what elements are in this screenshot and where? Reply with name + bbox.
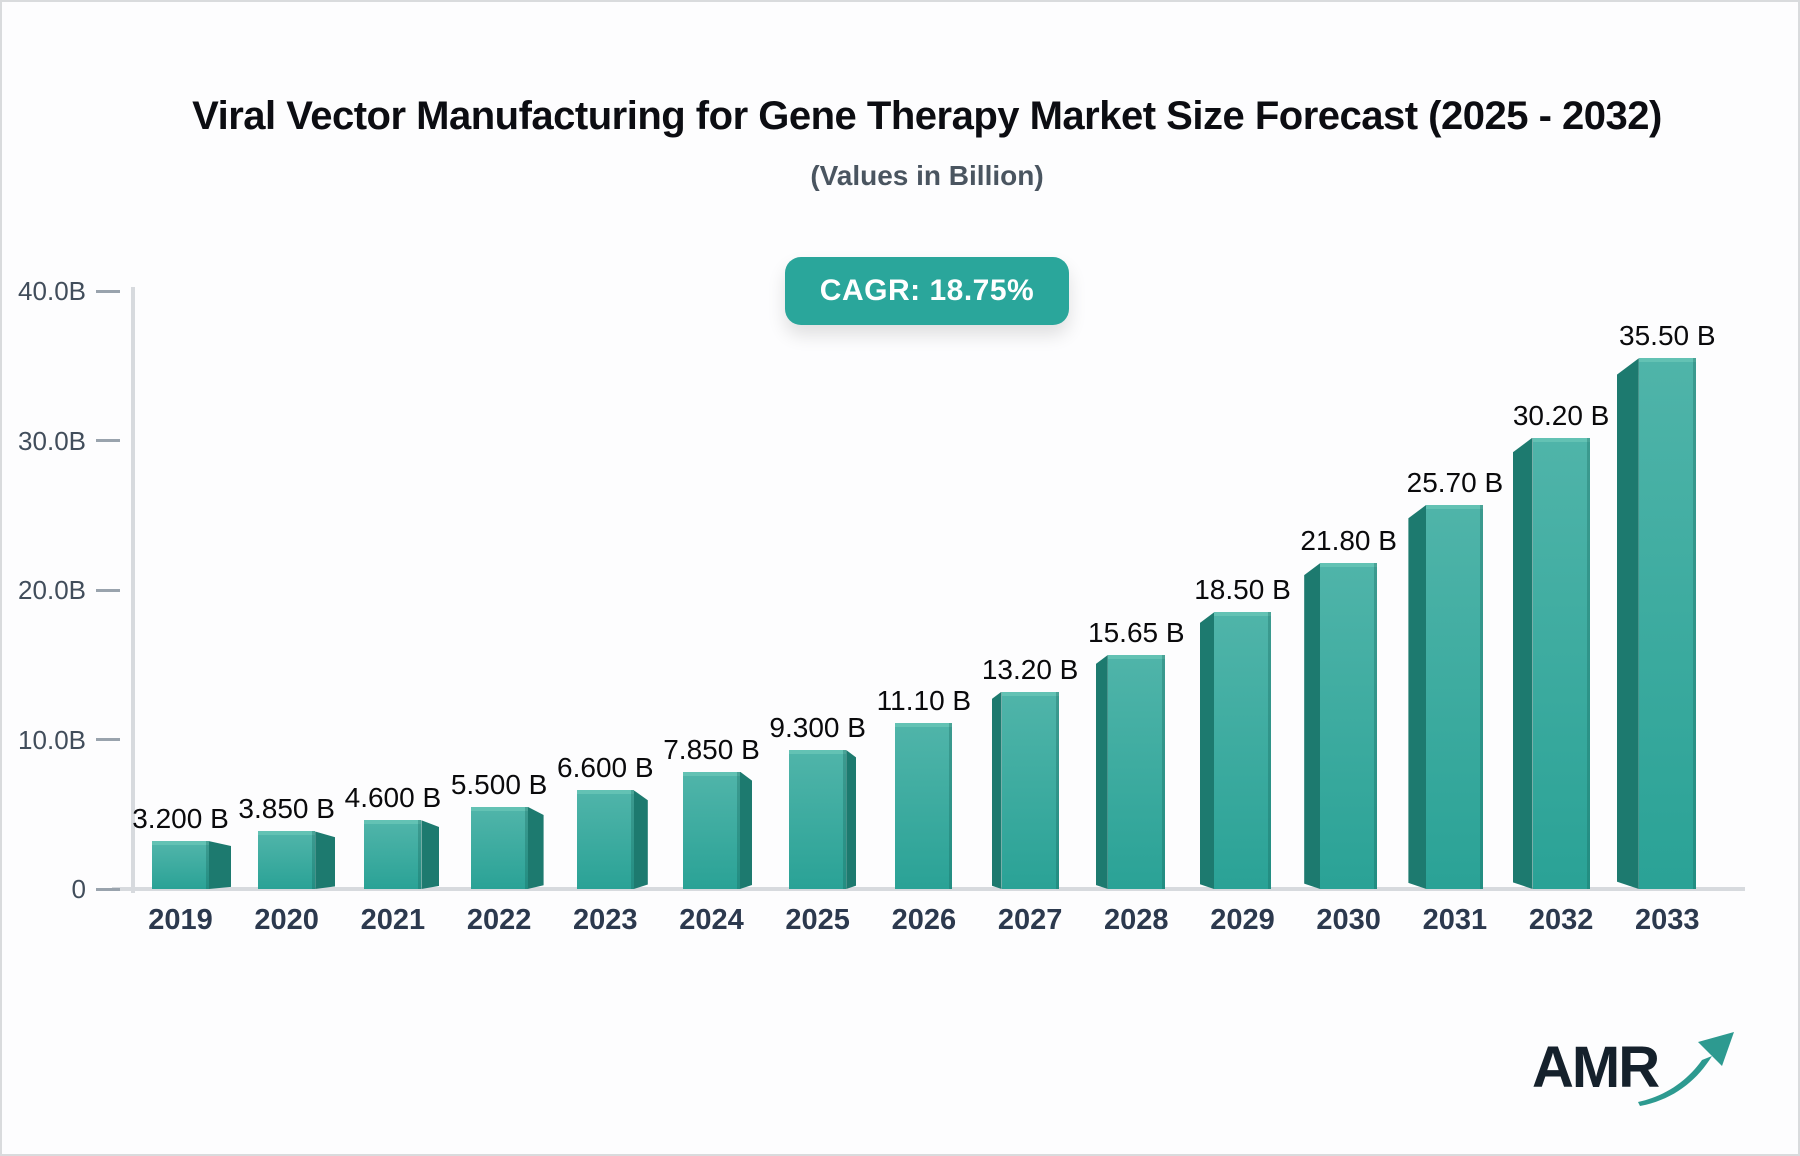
bar-value-label: 5.500 B (450, 768, 548, 800)
bar-2024 (683, 771, 740, 889)
bar-side-face-2022 (527, 806, 544, 889)
x-category-label: 2023 (573, 904, 638, 936)
bar-side-face-2024 (740, 771, 752, 889)
y-tick-dash (96, 588, 120, 592)
y-tick-dash (96, 738, 120, 741)
bar-side-face-2019 (209, 841, 231, 889)
bar-value-label: 15.65 B (1088, 617, 1185, 649)
brand-logo: AMR (1522, 1030, 1734, 1120)
bar-value-label: 9.300 B (769, 711, 866, 743)
bar-side-face-2029 (1200, 612, 1214, 889)
bar-side-face-2020 (315, 831, 336, 889)
chart-subtitle: (Values in Billion) (810, 160, 1044, 191)
cagr-badge-label: CAGR: 18.75% (819, 274, 1035, 307)
x-category-label: 2027 (997, 904, 1063, 936)
bar-2027 (1001, 691, 1059, 889)
cagr-badge: CAGR: 18.75% (785, 257, 1069, 325)
bar-value-label: 30.20 B (1512, 399, 1610, 431)
bar-value-label: 13.20 B (981, 653, 1079, 685)
x-category-label: 2028 (1104, 904, 1169, 936)
bar-value-label: 21.80 B (1300, 525, 1397, 557)
bar-2021 (364, 820, 422, 889)
chart-title: Viral Vector Manufacturing for Gene Ther… (192, 94, 1662, 138)
bar-side-face-2031 (1408, 504, 1427, 889)
x-category-label: 2033 (1635, 904, 1700, 936)
y-tick-label: 30.0B (18, 425, 86, 456)
bar-side-face-2033 (1616, 358, 1639, 889)
y-tick-label: 20.0B (18, 575, 86, 605)
bar-side-face-2028 (1095, 655, 1108, 889)
bar-side-face-2025 (846, 749, 857, 889)
bar-value-label: 3.850 B (238, 793, 335, 825)
bar-2025 (789, 749, 847, 889)
bar-2031 (1426, 504, 1484, 889)
y-tick-dash (96, 439, 120, 442)
bar-value-label: 3.200 B (132, 803, 229, 835)
y-tick-dash (96, 289, 120, 293)
bar-side-face-2023 (633, 790, 648, 889)
bar-value-label: 11.10 B (876, 685, 972, 717)
x-category-label: 2030 (1316, 904, 1381, 936)
bar-value-label: 4.600 B (344, 782, 442, 814)
amr-logo-text: AMR (1532, 1035, 1660, 1100)
x-category-label: 2032 (1528, 904, 1594, 936)
bar-2030 (1320, 563, 1378, 889)
bar-side-face-2030 (1304, 563, 1321, 889)
bar-2026 (895, 723, 953, 889)
x-axis-line (112, 887, 1745, 891)
bar-value-label: 7.850 B (663, 733, 760, 765)
growth-arrow-icon (1638, 1030, 1738, 1121)
bar-2023 (576, 790, 634, 889)
x-category-label: 2022 (466, 904, 532, 936)
bar-side-face-2027 (991, 691, 1002, 889)
bar-2028 (1107, 655, 1165, 889)
bar-2033 (1638, 358, 1696, 889)
bar-2022 (470, 806, 528, 889)
bar-side-face-2032 (1512, 437, 1533, 889)
bar-2019 (152, 841, 209, 889)
y-tick-label: 10.0B (18, 724, 86, 755)
bar-value-label: 25.70 B (1406, 466, 1504, 498)
x-category-label: 2019 (148, 904, 213, 936)
bar-2032 (1532, 437, 1590, 889)
x-category-label: 2025 (785, 904, 850, 936)
x-category-label: 2031 (1422, 904, 1488, 936)
bar-2029 (1214, 612, 1271, 889)
bar-value-label: 35.50 B (1619, 320, 1716, 352)
y-axis-line (131, 287, 135, 893)
y-tick-dash (96, 887, 120, 891)
bar-2020 (258, 831, 316, 889)
bar-value-label: 6.600 B (557, 752, 654, 784)
x-category-label: 2021 (360, 904, 426, 936)
bar-side-face-2021 (421, 820, 440, 889)
y-tick-label: 0 (71, 874, 86, 904)
x-category-label: 2029 (1210, 904, 1275, 936)
y-tick-label: 40.0B (18, 276, 86, 306)
x-category-label: 2026 (891, 904, 957, 936)
bar-value-label: 18.50 B (1194, 574, 1291, 606)
x-category-label: 2020 (254, 904, 319, 936)
x-category-label: 2024 (679, 904, 744, 936)
